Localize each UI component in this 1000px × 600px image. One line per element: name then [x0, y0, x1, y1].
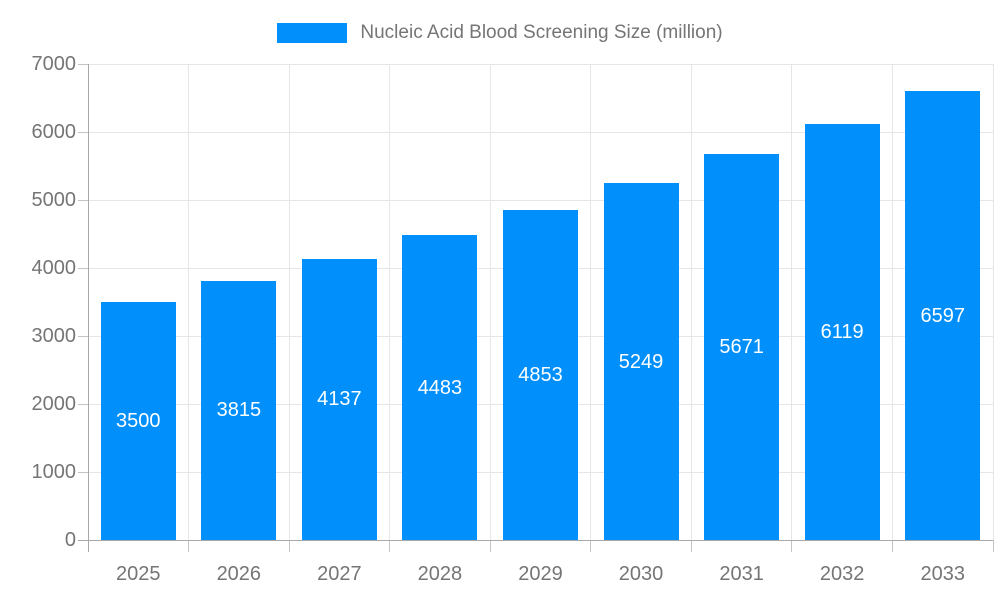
y-axis-tick	[78, 471, 88, 473]
bar-value-label: 5249	[618, 350, 664, 373]
gridline-horizontal	[88, 63, 993, 65]
bar-2025[interactable]	[100, 302, 176, 540]
gridline-vertical	[389, 64, 391, 540]
x-axis-line	[78, 539, 993, 541]
gridline-vertical	[489, 64, 491, 540]
bar-value-label: 5671	[719, 336, 764, 359]
bar-2027[interactable]	[301, 258, 377, 540]
y-axis-tick	[78, 63, 88, 65]
x-axis-tick-label: 2026	[216, 563, 262, 585]
y-axis-tick	[78, 131, 88, 133]
bar-value-label: 4483	[417, 376, 463, 399]
gridline-horizontal	[88, 131, 993, 133]
gridline-vertical	[590, 64, 592, 540]
gridline-vertical	[891, 64, 893, 540]
bar-value-label: 4137	[317, 388, 362, 411]
bar-2028[interactable]	[402, 235, 478, 540]
y-axis-tick-label: 1000	[31, 461, 77, 483]
bar-2031[interactable]	[704, 154, 780, 540]
bar-2033[interactable]	[905, 91, 981, 540]
x-axis-tick-label: 2028	[417, 563, 463, 585]
x-axis-tick-label: 2025	[116, 563, 161, 585]
bar-value-label: 6119	[820, 320, 864, 343]
bar-value-label: 4853	[518, 363, 563, 386]
x-axis-tick-label: 2033	[920, 563, 965, 585]
y-axis-line	[87, 64, 89, 552]
x-axis-tick	[590, 540, 592, 552]
x-axis-tick	[690, 540, 692, 552]
gridline-horizontal	[88, 199, 993, 201]
bar-2032[interactable]	[804, 123, 880, 540]
y-axis-tick	[78, 403, 88, 405]
x-axis-tick	[891, 540, 893, 552]
bar-value-label: 6597	[920, 304, 965, 327]
bar-value-label: 3500	[116, 410, 161, 432]
bar-2030[interactable]	[603, 183, 679, 540]
x-axis-tick-label: 2027	[317, 563, 362, 585]
legend-swatch[interactable]	[277, 23, 348, 43]
legend: Nucleic Acid Blood Screening Size (milli…	[0, 20, 1000, 46]
y-axis-tick-label: 3000	[31, 325, 77, 347]
y-axis-tick-label: 5000	[31, 189, 77, 211]
x-axis-tick	[791, 540, 793, 552]
y-axis-tick-label: 6000	[31, 121, 77, 143]
x-axis-tick	[188, 540, 190, 552]
x-axis-tick-label: 2031	[719, 563, 764, 585]
y-axis-tick-label: 2000	[31, 393, 77, 415]
x-axis-tick-label: 2029	[518, 563, 563, 585]
gridline-vertical	[690, 64, 692, 540]
gridline-vertical	[992, 64, 994, 540]
x-axis-tick-label: 2032	[819, 563, 865, 585]
y-axis-tick-label: 4000	[31, 257, 77, 279]
y-axis-tick-label: 7000	[31, 53, 77, 75]
gridline-vertical	[791, 64, 793, 540]
x-axis-tick	[288, 540, 290, 552]
y-axis-tick	[78, 267, 88, 269]
bar-value-label: 3815	[216, 399, 262, 422]
x-axis-tick	[389, 540, 391, 552]
y-axis-tick	[78, 199, 88, 201]
gridline-vertical	[288, 64, 290, 540]
bar-2029[interactable]	[503, 209, 578, 540]
x-axis-tick-label: 2030	[618, 563, 664, 585]
y-axis-tick-label: 0	[64, 529, 76, 551]
gridline-vertical	[188, 64, 190, 540]
x-axis-tick	[992, 540, 994, 552]
legend-label[interactable]: Nucleic Acid Blood Screening Size (milli…	[360, 22, 723, 43]
x-axis-tick	[489, 540, 491, 552]
y-axis-tick	[78, 335, 88, 337]
bar-2026[interactable]	[201, 280, 277, 540]
